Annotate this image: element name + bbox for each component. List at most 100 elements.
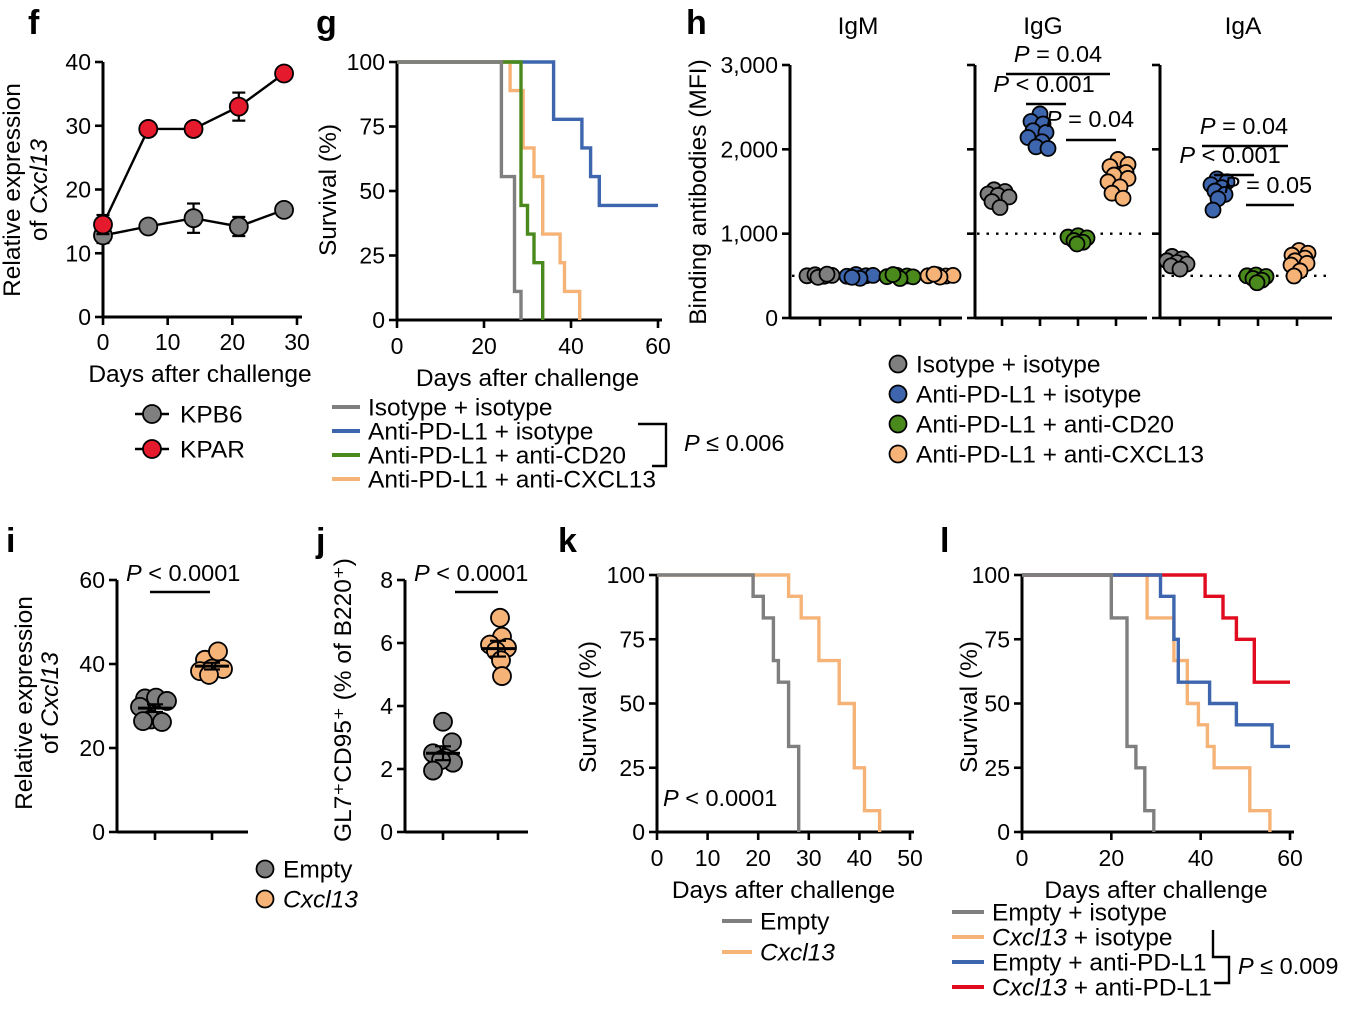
group-anti-pd-l1-anti-cd20-dots <box>1059 227 1096 253</box>
p-value-text: P < 0.001 <box>1179 142 1280 168</box>
y-tick-label: 30 <box>65 113 91 139</box>
group-anti-pd-l1-anti-cd20-dots <box>1238 266 1275 292</box>
panel-f-legend: KPB6 KPAR <box>135 402 245 464</box>
x-tick-label: 10 <box>695 845 721 871</box>
series-line <box>101 72 285 226</box>
panel-k-legend-item-empty: Empty <box>722 909 830 936</box>
y-tick-label: 25 <box>359 243 385 269</box>
panel-k-series-empty <box>657 573 801 832</box>
panel-j-p-value: P < 0.0001 <box>414 560 528 594</box>
group-anti-pd-l1-anti-cd20-dots <box>878 266 922 287</box>
y-tick-label: 10 <box>65 240 91 266</box>
panel-i-legend-item-cxcl13: Cxcl13 <box>255 887 358 914</box>
x-tick-label: 20 <box>220 329 246 355</box>
legend-dot-swatch <box>888 444 908 464</box>
panel-h-legend-item-anti-pd-l1-isotype: Anti-PD-L1 + isotype <box>888 382 1141 409</box>
panel-i-group-empty-dots <box>130 687 177 732</box>
y-tick-label: 2,000 <box>720 136 778 162</box>
panel-f-series-kpb6 <box>93 199 294 246</box>
x-tick-label: 0 <box>391 333 404 359</box>
panel-i-dot-plot: 0 20 40 60 Relative expression of Cxcl13 P < 0… <box>11 560 358 914</box>
y-tick-label: 25 <box>984 755 1010 781</box>
panel-h-subpanel-igm: IgM 0 1,000 2,000 3,000 <box>720 13 962 331</box>
y-tick-label: 1,000 <box>720 221 778 247</box>
panel-l-series-empty-anti-pd-l1 <box>1022 573 1290 749</box>
panel-g-p-value: P ≤ 0.006 <box>684 430 784 456</box>
panel-h-dot-panels: Binding antibodies (MFI) IgM 0 1,000 2,000 3,… <box>685 13 1332 469</box>
panel-g-series-anti-pd-l1-anti-cd20 <box>397 60 545 320</box>
group-anti-pd-l1-anti-cxcl13-dots <box>919 265 962 286</box>
panel-g-x-axis-label: Days after challenge <box>416 365 639 392</box>
legend-label: Anti-PD-L1 + isotype <box>916 382 1141 409</box>
y-tick-label: 3,000 <box>720 52 778 78</box>
x-tick-label: 20 <box>1099 845 1125 871</box>
legend-label: Cxcl13 <box>283 887 358 914</box>
panel-l-legend-item-cxcl13-anti-pd-l1: Cxcl13 + anti-PD-L1 <box>952 975 1212 1002</box>
y-tick-label: 75 <box>619 626 645 652</box>
y-tick-label: 20 <box>79 735 105 761</box>
x-tick-label: 40 <box>558 333 584 359</box>
group-isotype-isotype-dots <box>979 181 1018 216</box>
panel-i-p-value: P < 0.0001 <box>126 560 240 594</box>
panel-j-dot-plot: 0 2 4 6 8 GL7⁺CD95⁺ (% of B220⁺) P < 0.0001 <box>330 558 528 845</box>
legend-dot-swatch <box>142 439 162 459</box>
x-tick-label: 0 <box>97 329 110 355</box>
panel-i-axes: 0 20 40 60 Relative expression of Cxcl13 <box>11 567 248 845</box>
panel-l-series-cxcl13-anti-pd-l1 <box>1022 573 1290 684</box>
panel-l-series-cxcl13-isotype <box>1022 573 1272 832</box>
panel-i-y-axis-label: Relative expression <box>11 596 38 810</box>
panel-k-series-cxcl13 <box>657 573 882 832</box>
legend-label: Anti-PD-L1 + anti-CXCL13 <box>916 442 1204 469</box>
panel-g-legend-item-anti-pd-l1-anti-cxcl13: Anti-PD-L1 + anti-CXCL13 <box>332 467 656 494</box>
legend-label: Cxcl13 <box>760 940 835 967</box>
x-tick-label: 60 <box>645 333 671 359</box>
panel-k-axes: 0 25 50 75 100 0 10 20 30 40 50 Survival (%) Days af… <box>575 562 923 904</box>
p-value-text: P < 0.001 <box>993 71 1094 97</box>
x-tick-label: 60 <box>1277 845 1303 871</box>
x-tick-label: 40 <box>1188 845 1214 871</box>
panel-l-series-empty-isotype <box>1022 573 1156 832</box>
panel-g-legend-item-anti-pd-l1-isotype: Anti-PD-L1 + isotype <box>332 419 593 446</box>
panel-h-iga-0-p-value: P = 0.04 <box>1200 113 1288 148</box>
y-tick-label: 0 <box>78 304 91 330</box>
panel-h-legend: Isotype + isotype Anti-PD-L1 + isotype Ant… <box>888 352 1204 469</box>
panel-label-f: f <box>28 4 40 42</box>
legend-dot-swatch <box>888 414 908 434</box>
panel-h-legend-item-isotype-isotype: Isotype + isotype <box>888 352 1101 379</box>
panel-g-legend-item-anti-pd-l1-anti-cd20: Anti-PD-L1 + anti-CD20 <box>332 443 626 470</box>
panel-g-y-axis-label: Survival (%) <box>315 124 342 256</box>
panel-g-legend-item-isotype-isotype: Isotype + isotype <box>332 395 553 422</box>
panel-g-series-anti-pd-l1-isotype <box>397 60 658 208</box>
panel-l-p-value: P ≤ 0.009 <box>1238 953 1338 979</box>
subpanel-title: IgG <box>1023 13 1063 40</box>
panel-k-x-axis-label: Days after challenge <box>672 877 895 904</box>
panel-g-survival-chart: 0 25 50 75 100 0 20 40 60 Survival (%) Days after … <box>315 49 784 494</box>
legend-dot-swatch <box>888 354 908 374</box>
x-tick-label: 30 <box>796 845 822 871</box>
legend-label: Empty + anti-PD-L1 <box>992 950 1206 977</box>
panel-k-survival-chart: 0 25 50 75 100 0 10 20 30 40 50 Survival (%) Days af… <box>575 562 923 967</box>
y-tick-label: 0 <box>997 819 1010 845</box>
y-tick-label: 60 <box>79 567 105 593</box>
y-tick-label: 40 <box>79 651 105 677</box>
panel-l-survival-chart: 0 25 50 75 100 0 20 40 60 Survival (%) Days after … <box>952 562 1338 1002</box>
y-tick-label: 8 <box>380 567 393 593</box>
panel-f-y-axis-label: of Cxcl13 <box>26 139 53 242</box>
x-tick-label: 40 <box>847 845 873 871</box>
legend-label: Empty + isotype <box>992 900 1167 927</box>
group-anti-pd-l1-anti-cxcl13-dots <box>1099 151 1137 207</box>
legend-label: KPAR <box>180 437 245 464</box>
group-isotype-isotype-dots <box>1158 248 1196 278</box>
panel-h-igg-0-p-value: P = 0.04 <box>1006 41 1110 76</box>
group-isotype-isotype-dots <box>798 265 841 286</box>
panel-label-h: h <box>686 4 707 42</box>
group-anti-pd-l1-isotype-dots <box>1202 170 1236 219</box>
panel-h-subpanel-iga: IgA P = 0.04 P < 0.001 P = 0.05 <box>1152 13 1332 326</box>
y-tick-label: 25 <box>619 755 645 781</box>
panel-h-y-axis-label: Binding antibodies (MFI) <box>685 59 712 325</box>
legend-label: Cxcl13 + anti-PD-L1 <box>992 975 1212 1002</box>
panel-i-legend-item-empty: Empty <box>255 857 353 884</box>
panel-j-group-empty-mean-sem <box>426 745 460 762</box>
